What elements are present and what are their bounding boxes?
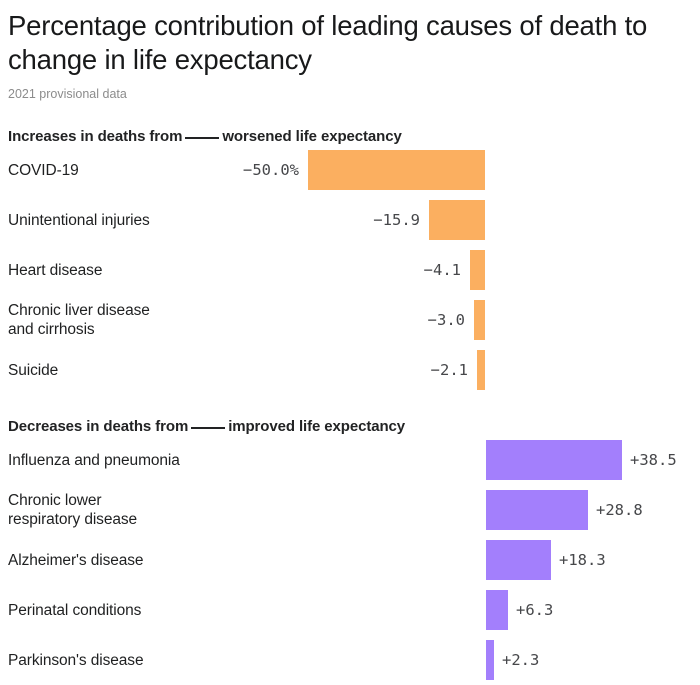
section-header-increases-prefix: Increases in deaths from (8, 128, 183, 145)
bar-row: Influenza and pneumonia +38.5 (0, 435, 700, 485)
bar (477, 350, 485, 390)
bar-row-label: COVID-19 (8, 161, 79, 179)
section-header-increases: Increases in deaths from worsened life ex… (0, 124, 410, 145)
bar (470, 250, 485, 290)
bar (486, 640, 494, 680)
section-header-decreases-prefix: Decreases in deaths from (8, 418, 189, 435)
bar (429, 200, 485, 240)
bar-row: Suicide −2.1 (0, 345, 700, 395)
section-header-decreases-suffix: improved life expectancy (228, 418, 406, 435)
bar-value-label: +28.8 (596, 501, 643, 519)
bar-value-label: −50.0% (243, 161, 299, 179)
bar (474, 300, 485, 340)
bar-row-label: Suicide (8, 361, 59, 379)
blank-underline-icon (185, 124, 220, 139)
bar-row: Chronic lower respiratory disease +28.8 (0, 485, 700, 535)
bar-row: Parkinson's disease +2.3 (0, 635, 700, 685)
bar-value-label: −15.9 (373, 211, 420, 229)
section-header-decreases: Decreases in deaths from improved life ex… (0, 414, 413, 435)
bar (486, 590, 508, 630)
bar-row-label: Alzheimer's disease (8, 551, 144, 569)
bar-value-label: +18.3 (559, 551, 606, 569)
bar-row: Alzheimer's disease +18.3 (0, 535, 700, 585)
bar-group-decreases: Influenza and pneumonia +38.5 Chronic lowe… (0, 435, 700, 685)
bar-row-label: Perinatal conditions (8, 601, 142, 619)
section-header-increases-suffix: worsened life expectancy (222, 128, 402, 145)
bar-group-increases: COVID-19 −50.0% Unintentional injuries −15.… (0, 145, 700, 395)
bar-row: Perinatal conditions +6.3 (0, 585, 700, 635)
bar-row: Heart disease −4.1 (0, 245, 700, 295)
bar-value-label: +6.3 (516, 601, 554, 619)
bar-row-label: Unintentional injuries (8, 211, 150, 229)
bar-row-label: Chronic lower respiratory disease (8, 492, 138, 528)
blank-underline-icon (191, 414, 226, 429)
bar (486, 490, 588, 530)
bar (486, 440, 622, 480)
bar (486, 540, 551, 580)
bar-row-label: Influenza and pneumonia (8, 451, 180, 469)
bar-value-label: −4.1 (423, 261, 461, 279)
page-title: Percentage contribution of leading cause… (8, 10, 648, 75)
bar (308, 150, 485, 190)
chart-subtitle: 2021 provisional data (8, 87, 127, 101)
bar-value-label: +2.3 (502, 651, 540, 669)
bar-value-label: −2.1 (430, 361, 468, 379)
bar-value-label: +38.5 (630, 451, 677, 469)
bar-row: Unintentional injuries −15.9 (0, 195, 700, 245)
bar-row: COVID-19 −50.0% (0, 145, 700, 195)
bar-row-label: Parkinson's disease (8, 651, 144, 669)
bar-value-label: −3.0 (427, 311, 465, 329)
bar-row-label: Heart disease (8, 261, 103, 279)
bar-row: Chronic liver disease and cirrhosis −3.0 (0, 295, 700, 345)
bar-row-label: Chronic liver disease and cirrhosis (8, 302, 150, 338)
